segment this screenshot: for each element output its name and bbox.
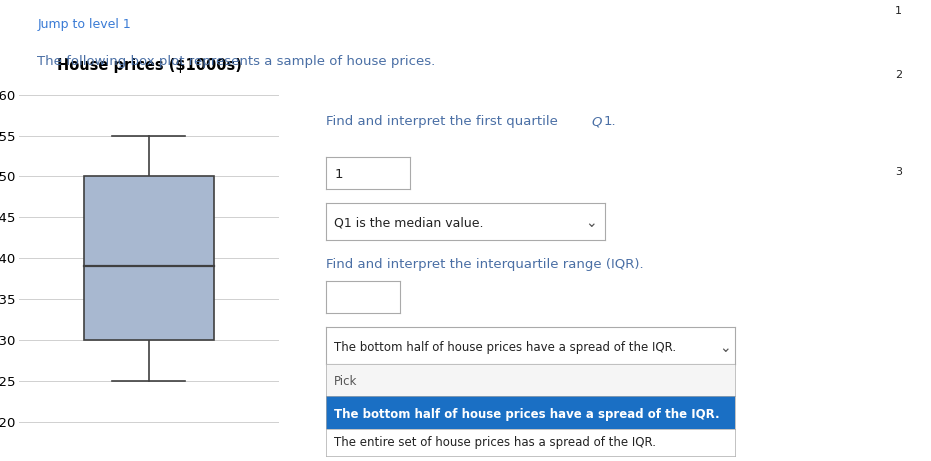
Text: Q: Q bbox=[591, 115, 601, 128]
Title: House prices ($1000s): House prices ($1000s) bbox=[57, 58, 241, 73]
Text: 1: 1 bbox=[334, 168, 343, 181]
Text: The bottom half of house prices have a spread of the IQR.: The bottom half of house prices have a s… bbox=[334, 408, 720, 421]
Text: Jump to level 1: Jump to level 1 bbox=[37, 18, 131, 31]
Text: 2: 2 bbox=[895, 71, 902, 80]
Text: ⌄: ⌄ bbox=[586, 216, 597, 230]
Text: The following box plot represents a sample of house prices.: The following box plot represents a samp… bbox=[37, 55, 436, 68]
Text: The entire set of house prices has a spread of the IQR.: The entire set of house prices has a spr… bbox=[334, 436, 656, 449]
Text: 1.: 1. bbox=[603, 115, 616, 128]
Text: Q1 is the median value.: Q1 is the median value. bbox=[334, 217, 484, 230]
Text: Find and interpret the first quartile: Find and interpret the first quartile bbox=[326, 115, 562, 128]
Text: 1: 1 bbox=[895, 6, 902, 16]
Text: Pick: Pick bbox=[334, 375, 358, 389]
FancyBboxPatch shape bbox=[84, 177, 214, 340]
Text: 3: 3 bbox=[895, 167, 902, 177]
Text: Find and interpret the interquartile range (IQR).: Find and interpret the interquartile ran… bbox=[326, 258, 643, 271]
Text: ⌄: ⌄ bbox=[719, 341, 731, 355]
Text: The bottom half of house prices have a spread of the IQR.: The bottom half of house prices have a s… bbox=[334, 341, 676, 354]
